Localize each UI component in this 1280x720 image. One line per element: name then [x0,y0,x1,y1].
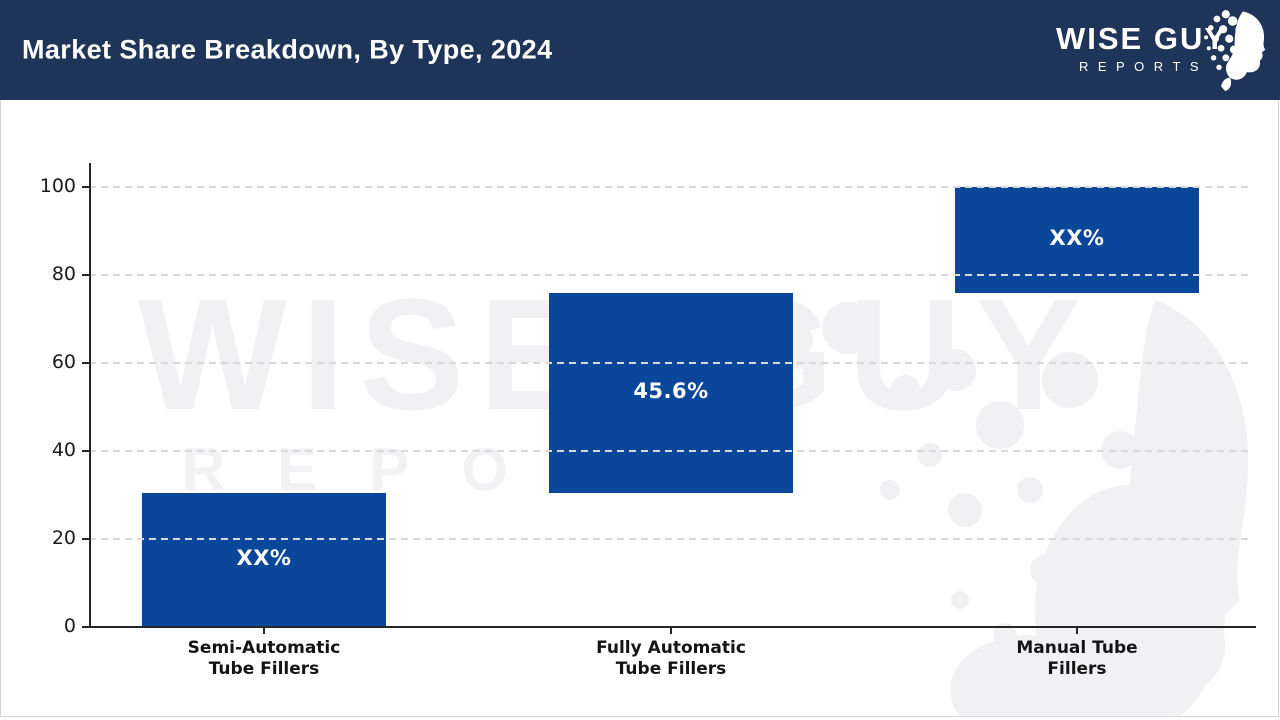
y-axis-spine [89,163,91,628]
category-label-line2: Fillers [1047,659,1107,679]
category-label-line2: Tube Fillers [208,659,320,679]
gridline-60 [89,362,1253,364]
header-bar: Market Share Breakdown, By Type, 2024 WI… [0,0,1280,100]
logo-subtext: REPORTS [1078,59,1209,74]
y-tick-80 [82,274,89,276]
bar-segment [549,292,793,494]
y-tick-60 [82,362,89,364]
bar-value-label: XX% [236,546,292,571]
x-axis-line [89,626,1256,628]
x-tick [263,628,265,634]
gridline-40 [89,450,1253,452]
category-label: Fully Automatic Tube Fillers [531,638,811,680]
y-tick-20 [82,538,89,540]
x-tick [670,628,672,634]
y-tick-label-40: 40 [51,439,76,461]
y-tick-0 [82,626,89,628]
y-tick-100 [82,186,89,188]
logo-wordmark: WISE GUY [1056,21,1228,56]
category-label-line1: Fully Automatic [596,638,746,658]
bar-value-label: XX% [1049,225,1105,250]
category-label-line2: Tube Fillers [615,659,727,679]
logo-text: WISE GUY REPORTS [1056,21,1227,74]
gridline-100 [89,186,1253,188]
y-tick-label-80: 80 [51,263,76,285]
x-tick [1076,628,1078,634]
y-tick-label-20: 20 [51,527,76,549]
gridline-20 [89,538,1253,540]
y-tick-label-60: 60 [51,351,76,373]
gridline-80 [89,274,1253,276]
brand-logo: WISE GUY REPORTS [1026,8,1266,92]
y-tick-label-0: 0 [63,615,76,637]
category-label-line1: Semi-Automatic [187,638,341,658]
category-label-line1: Manual Tube [1016,638,1138,658]
logo-face-icon [1204,10,1266,92]
y-tick-40 [82,450,89,452]
category-label: Semi-Automatic Tube Fillers [124,638,404,680]
page-title: Market Share Breakdown, By Type, 2024 [22,34,553,65]
y-tick-label-100: 100 [39,175,76,197]
category-label: Manual Tube Fillers [937,638,1217,680]
bar-segment [142,493,386,627]
bar-value-label: 45.6% [633,378,709,403]
